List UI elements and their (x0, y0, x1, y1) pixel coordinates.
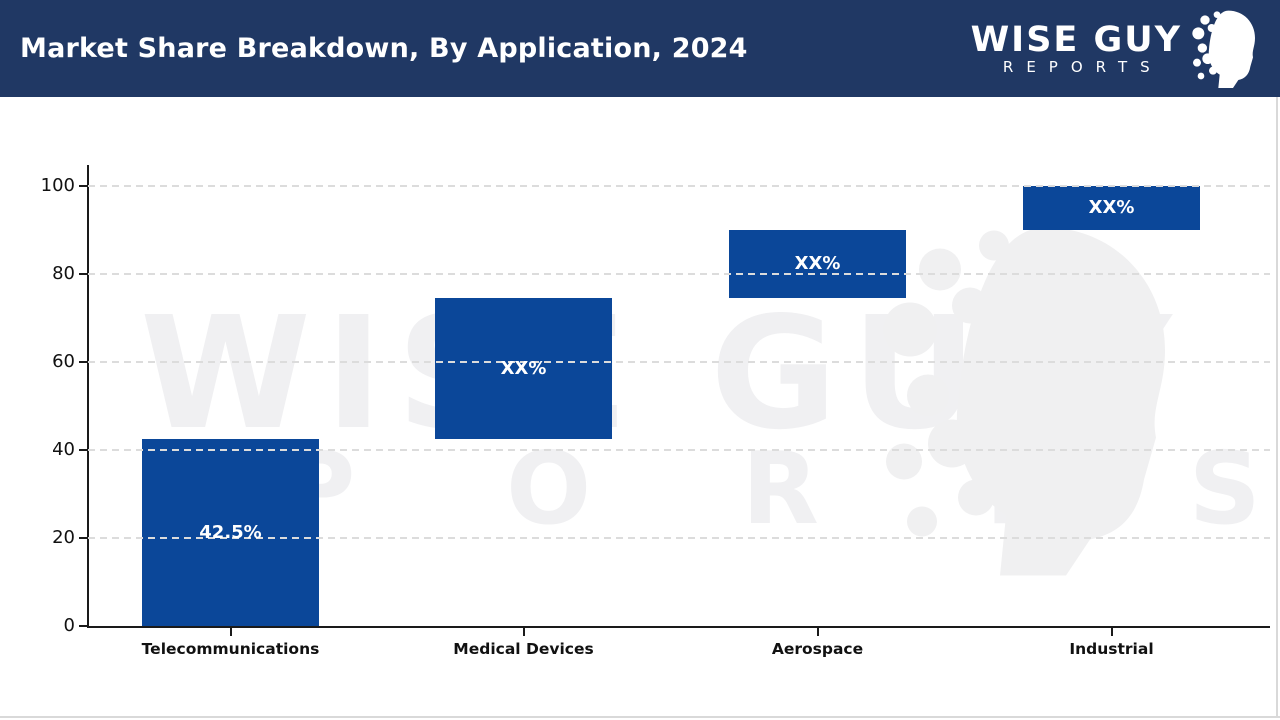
bottom-border-line (0, 716, 1280, 718)
x-tick-mark (229, 628, 232, 636)
gridline-100 (88, 185, 1270, 187)
y-tick-label: 60 (52, 351, 75, 372)
logo-subtitle: REPORTS (1002, 57, 1163, 76)
gridline-40 (88, 449, 1270, 451)
y-tick-mark (79, 185, 87, 187)
y-tick-mark (79, 361, 87, 363)
bar-value-label-industrial: XX% (1088, 197, 1135, 218)
watermark-head-dots-graphic (883, 227, 1165, 576)
gridline-60 (88, 361, 1270, 363)
bar-telecommunications (142, 439, 319, 626)
x-tick-mark (522, 628, 525, 636)
right-border-line (1276, 97, 1278, 718)
logo-wordmark: WISE GUY (970, 19, 1182, 60)
y-tick-mark (79, 449, 87, 451)
gridline-20 (88, 537, 1270, 539)
logo-text: WISE GUY REPORTS (971, 22, 1182, 76)
y-tick-label: 20 (52, 527, 75, 548)
bar-medical-devices (435, 298, 612, 439)
y-tick-label: 100 (40, 175, 75, 196)
bar-value-label-medical-devices: XX% (500, 357, 547, 379)
y-tick-mark (79, 625, 87, 627)
y-axis-line (87, 165, 89, 628)
y-tick-label: 80 (52, 263, 75, 284)
x-tick-label-medical-devices: Medical Devices (453, 640, 594, 658)
x-tick-mark (1110, 628, 1113, 636)
page-title: Market Share Breakdown, By Application, … (20, 33, 748, 64)
y-tick-label: 0 (63, 615, 75, 636)
logo-head-dots-icon (1192, 10, 1255, 88)
x-tick-label-industrial: Industrial (1069, 640, 1154, 658)
y-tick-label: 40 (52, 439, 75, 460)
bar-value-label-aerospace: XX% (794, 253, 841, 275)
bar-value-label-telecommunications: 42.5% (199, 521, 262, 543)
x-tick-mark (816, 628, 819, 636)
y-tick-mark (79, 537, 87, 539)
x-tick-label-aerospace: Aerospace (771, 640, 864, 658)
x-tick-label-telecommunications: Telecommunications (141, 640, 320, 658)
wise-guy-reports-logo: WISE GUY REPORTS (971, 8, 1266, 90)
y-tick-mark (79, 273, 87, 275)
x-axis-line (87, 626, 1270, 628)
gridline-80 (88, 273, 1270, 275)
bar-aerospace (729, 230, 906, 299)
header-bar: Market Share Breakdown, By Application, … (0, 0, 1280, 97)
bar-industrial (1023, 186, 1200, 230)
